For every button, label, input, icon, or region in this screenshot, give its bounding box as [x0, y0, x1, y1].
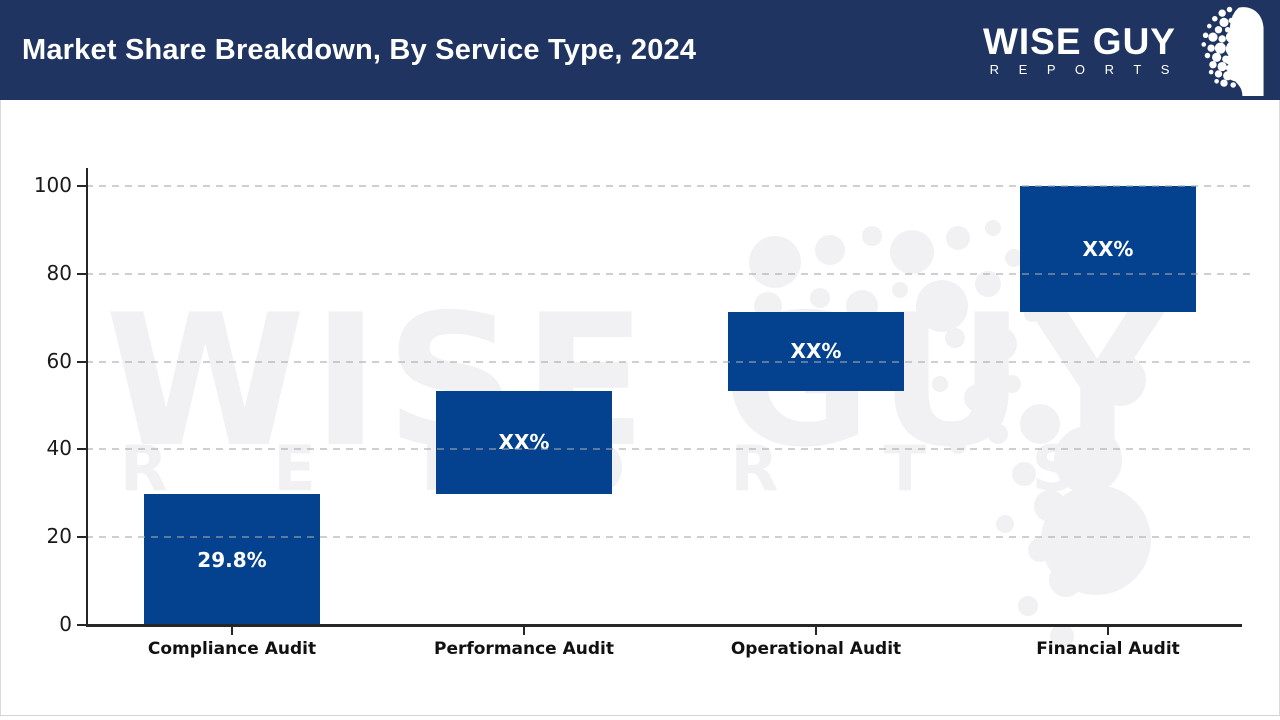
- watermark-dot: [749, 236, 801, 288]
- watermark-dot: [1020, 404, 1060, 444]
- logo-brand-name: WISE GUY: [982, 20, 1176, 62]
- watermark-dot: [1054, 426, 1122, 494]
- watermark-dot: [985, 220, 1001, 236]
- y-tick-mark: [77, 536, 86, 539]
- y-tick-label: 60: [46, 348, 72, 373]
- bar-performance-audit: XX%: [436, 390, 612, 495]
- watermark-dot: [892, 282, 908, 298]
- watermark-dot: [1050, 624, 1074, 648]
- gridline: [86, 272, 1254, 275]
- y-tick-label: 20: [46, 524, 72, 549]
- y-tick-mark: [77, 448, 86, 451]
- watermark-dot: [1012, 462, 1036, 486]
- bar-financial-audit: XX%: [1020, 186, 1196, 312]
- category-label: Financial Audit: [1036, 639, 1180, 659]
- gridline: [86, 185, 1254, 187]
- y-tick-mark: [77, 272, 86, 275]
- chart-title: Market Share Breakdown, By Service Type,…: [22, 33, 697, 66]
- watermark-dot: [1018, 596, 1038, 616]
- category-label: Operational Audit: [730, 639, 902, 659]
- logo-brand-subtitle: R E P O R T S: [989, 61, 1178, 77]
- watermark-dot: [1005, 249, 1023, 267]
- category-label: Compliance Audit: [147, 639, 317, 659]
- watermark-dot: [1094, 354, 1146, 406]
- gridline: [86, 360, 1254, 363]
- watermark-dot: [988, 424, 1008, 444]
- watermark-dot: [983, 327, 1017, 361]
- bar-operational-audit: XX%: [728, 311, 904, 391]
- watermark-dot: [916, 280, 968, 332]
- watermark-dot: [946, 226, 970, 250]
- y-tick-label: 40: [46, 436, 72, 461]
- category-label: Performance Audit: [433, 639, 615, 659]
- wiseguy-logo-text: WISE GUY R E P O R T S: [982, 20, 1178, 77]
- y-tick-label: 0: [59, 612, 72, 636]
- bar-compliance-audit: 29.8%: [144, 494, 320, 625]
- gridline: [86, 536, 1254, 539]
- wiseguy-logo: WISE GUY R E P O R T S: [983, 4, 1270, 96]
- wiseguy-face-icon: [1201, 6, 1264, 96]
- y-tick-mark: [77, 185, 86, 187]
- y-tick-label: 100: [33, 173, 72, 197]
- frame-border-bottom: [0, 715, 1280, 716]
- watermark-dot: [862, 226, 882, 246]
- watermark-dot: [1041, 485, 1151, 595]
- watermark-dot: [932, 376, 948, 392]
- y-tick-mark: [77, 624, 86, 626]
- header-banner: Market Share Breakdown, By Service Type,…: [0, 0, 1280, 100]
- x-tick-mark: [815, 627, 817, 635]
- x-tick-mark: [523, 627, 525, 635]
- watermark-dot: [964, 384, 992, 412]
- bar-value-label: XX%: [1082, 236, 1134, 261]
- x-tick-mark: [1107, 627, 1109, 635]
- watermark-dot: [945, 328, 965, 348]
- bar-value-label: XX%: [790, 339, 842, 364]
- waterfall-chart: WISE GUY R E P O R T S 0 20 40 60 80 100 29.8%…: [0, 100, 1280, 715]
- frame-border-left: [0, 100, 1, 715]
- watermark-dot: [815, 235, 845, 265]
- y-axis-spine: [86, 168, 88, 627]
- watermark-dot: [975, 271, 1001, 297]
- bar-value-label: 29.8%: [197, 547, 267, 572]
- watermark-dot: [810, 288, 830, 308]
- watermark-dot: [996, 515, 1014, 533]
- watermark-dot: [1003, 375, 1021, 393]
- gridline: [86, 448, 1254, 451]
- watermark-brand-text: WISE GUY: [105, 275, 1170, 487]
- bar-value-label: XX%: [498, 430, 550, 455]
- x-tick-mark: [231, 627, 233, 635]
- x-axis-spine: [86, 624, 1242, 627]
- watermark-dot: [890, 230, 934, 274]
- watermark-dot: [950, 438, 966, 454]
- y-tick-label: 80: [46, 260, 72, 285]
- y-tick-mark: [77, 360, 86, 363]
